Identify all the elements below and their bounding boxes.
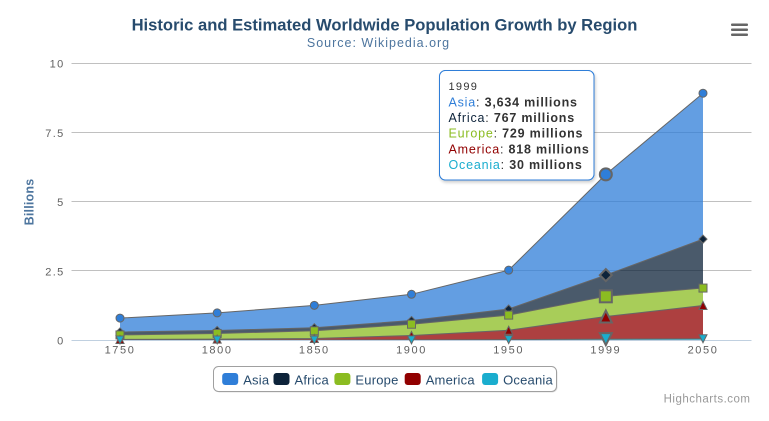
svg-text:2.5: 2.5 xyxy=(45,266,64,278)
svg-text:Europe: 729 millions: Europe: 729 millions xyxy=(449,127,584,141)
svg-text:Billions: Billions xyxy=(23,179,37,226)
svg-text:7.5: 7.5 xyxy=(45,128,64,140)
svg-text:1800: 1800 xyxy=(202,345,233,357)
svg-text:2050: 2050 xyxy=(688,345,719,357)
svg-text:1850: 1850 xyxy=(299,345,330,357)
svg-text:Source: Wikipedia.org: Source: Wikipedia.org xyxy=(307,36,450,50)
svg-text:Asia: 3,634 millions: Asia: 3,634 millions xyxy=(449,96,578,110)
svg-text:Historic and Estimated Worldwi: Historic and Estimated Worldwide Populat… xyxy=(132,16,638,35)
svg-text:Highcharts.com: Highcharts.com xyxy=(664,394,751,406)
svg-text:5: 5 xyxy=(57,197,64,209)
svg-text:Oceania: Oceania xyxy=(503,373,553,388)
svg-text:Africa: Africa xyxy=(295,373,330,388)
svg-text:1950: 1950 xyxy=(493,345,524,357)
svg-text:1900: 1900 xyxy=(396,345,427,357)
svg-text:1999: 1999 xyxy=(590,345,621,357)
svg-text:America: 818 millions: America: 818 millions xyxy=(449,142,590,156)
svg-text:America: America xyxy=(426,373,476,388)
svg-text:Europe: Europe xyxy=(355,373,398,388)
svg-text:1750: 1750 xyxy=(105,345,136,357)
svg-text:1999: 1999 xyxy=(449,81,479,93)
svg-text:Oceania: 30 millions: Oceania: 30 millions xyxy=(449,158,583,172)
svg-text:Africa: 767 millions: Africa: 767 millions xyxy=(449,111,575,125)
svg-text:0: 0 xyxy=(57,336,64,348)
svg-text:10: 10 xyxy=(50,59,65,71)
svg-text:Asia: Asia xyxy=(243,373,270,388)
